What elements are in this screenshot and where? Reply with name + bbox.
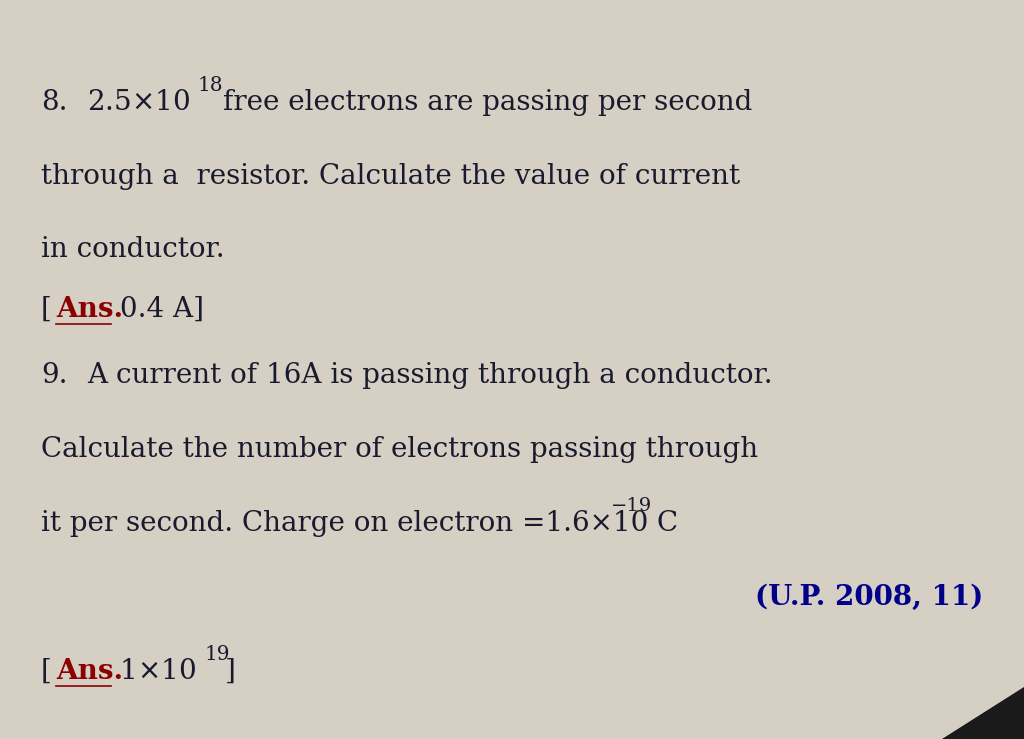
Text: (U.P. 2008, 11): (U.P. 2008, 11) [755, 584, 983, 611]
Text: C: C [656, 510, 678, 537]
Text: 19: 19 [205, 645, 230, 664]
Text: −19: −19 [611, 497, 652, 515]
Text: 9.: 9. [41, 362, 68, 389]
Text: 0.4 A]: 0.4 A] [111, 296, 204, 323]
Text: 8.: 8. [41, 89, 68, 116]
Polygon shape [942, 687, 1024, 739]
Text: 18: 18 [198, 76, 223, 95]
Text: it per second. Charge on electron =1.6×10: it per second. Charge on electron =1.6×1… [41, 510, 648, 537]
Text: 1$\times$10: 1$\times$10 [111, 658, 196, 685]
Text: Calculate the number of electrons passing through: Calculate the number of electrons passin… [41, 436, 758, 463]
Text: ]: ] [225, 658, 237, 685]
Text: [: [ [41, 658, 52, 685]
Text: 2.5$\times$10: 2.5$\times$10 [87, 89, 190, 116]
Text: free electrons are passing per second: free electrons are passing per second [223, 89, 753, 116]
Text: Ans.: Ans. [56, 658, 124, 685]
Text: [: [ [41, 296, 52, 323]
Text: through a  resistor. Calculate the value of current: through a resistor. Calculate the value … [41, 163, 740, 190]
Text: Ans.: Ans. [56, 296, 124, 323]
Text: in conductor.: in conductor. [41, 236, 224, 264]
Text: A current of 16A is passing through a conductor.: A current of 16A is passing through a co… [87, 362, 773, 389]
